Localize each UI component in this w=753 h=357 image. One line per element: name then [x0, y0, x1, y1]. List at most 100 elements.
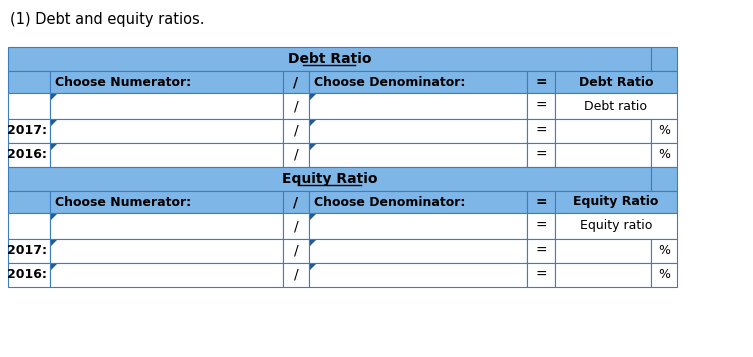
Bar	[555, 93, 677, 119]
Bar	[8, 93, 50, 119]
Text: /: /	[294, 99, 298, 113]
Text: /: /	[294, 195, 298, 209]
Bar	[283, 71, 309, 93]
Text: %: %	[658, 149, 670, 161]
Bar	[283, 119, 309, 143]
Bar	[50, 143, 283, 167]
Bar	[50, 119, 283, 143]
Polygon shape	[310, 214, 316, 220]
Text: =: =	[535, 75, 547, 89]
Polygon shape	[51, 240, 57, 246]
Text: /: /	[294, 148, 298, 162]
Bar	[8, 143, 50, 167]
Text: /: /	[294, 268, 298, 282]
Bar	[283, 213, 309, 239]
Bar	[527, 71, 555, 93]
Bar	[8, 119, 50, 143]
Bar	[283, 93, 309, 119]
Bar	[50, 239, 283, 263]
Bar	[283, 191, 309, 213]
Text: =: =	[535, 195, 547, 209]
Bar	[8, 71, 50, 93]
Text: %: %	[658, 245, 670, 257]
Bar	[50, 191, 283, 213]
Bar	[283, 263, 309, 287]
Bar	[309, 93, 527, 119]
Text: %: %	[658, 125, 670, 137]
Bar	[309, 239, 527, 263]
Bar	[50, 93, 283, 119]
Bar	[555, 263, 651, 287]
Bar	[309, 263, 527, 287]
Polygon shape	[310, 94, 316, 100]
Text: =: =	[535, 99, 547, 113]
Text: Debt ratio: Debt ratio	[584, 100, 648, 112]
Text: 2016:: 2016:	[7, 149, 47, 161]
Bar	[555, 191, 677, 213]
Polygon shape	[51, 144, 57, 150]
Text: =: =	[535, 124, 547, 138]
Bar	[8, 213, 50, 239]
Polygon shape	[310, 144, 316, 150]
Bar	[527, 143, 555, 167]
Bar	[527, 191, 555, 213]
Bar	[527, 119, 555, 143]
Text: %: %	[658, 268, 670, 282]
Bar	[283, 143, 309, 167]
Text: Choose Numerator:: Choose Numerator:	[55, 196, 191, 208]
Bar	[50, 213, 283, 239]
Bar	[527, 239, 555, 263]
Text: Equity ratio: Equity ratio	[580, 220, 652, 232]
Bar	[527, 263, 555, 287]
Polygon shape	[310, 120, 316, 126]
Bar	[555, 71, 677, 93]
Text: /: /	[294, 244, 298, 258]
Text: =: =	[535, 219, 547, 233]
Bar	[555, 143, 651, 167]
Bar	[651, 47, 677, 71]
Bar	[8, 239, 50, 263]
Bar	[283, 239, 309, 263]
Text: Choose Numerator:: Choose Numerator:	[55, 75, 191, 89]
Polygon shape	[51, 120, 57, 126]
Bar	[555, 239, 651, 263]
Bar	[50, 263, 283, 287]
Text: (1) Debt and equity ratios.: (1) Debt and equity ratios.	[10, 12, 205, 27]
Bar	[527, 93, 555, 119]
Bar	[8, 263, 50, 287]
Polygon shape	[310, 240, 316, 246]
Bar	[651, 167, 677, 191]
Text: Choose Denominator:: Choose Denominator:	[314, 75, 465, 89]
Polygon shape	[51, 94, 57, 100]
Text: Equity Ratio: Equity Ratio	[282, 172, 377, 186]
Text: Debt Ratio: Debt Ratio	[579, 75, 654, 89]
Text: Equity Ratio: Equity Ratio	[573, 196, 659, 208]
Bar	[8, 167, 651, 191]
Polygon shape	[51, 214, 57, 220]
Bar	[8, 47, 651, 71]
Bar	[309, 213, 527, 239]
Text: =: =	[535, 268, 547, 282]
Bar	[651, 119, 677, 143]
Bar	[309, 191, 527, 213]
Text: =: =	[535, 244, 547, 258]
Bar	[309, 71, 527, 93]
Polygon shape	[51, 264, 57, 270]
Text: 2016:: 2016:	[7, 268, 47, 282]
Bar	[8, 191, 50, 213]
Bar	[555, 213, 677, 239]
Text: =: =	[535, 148, 547, 162]
Text: 2017:: 2017:	[7, 245, 47, 257]
Bar	[309, 119, 527, 143]
Text: /: /	[294, 124, 298, 138]
Bar	[651, 143, 677, 167]
Polygon shape	[310, 264, 316, 270]
Text: 2017:: 2017:	[7, 125, 47, 137]
Bar	[527, 213, 555, 239]
Bar	[555, 119, 651, 143]
Text: /: /	[294, 219, 298, 233]
Bar	[651, 263, 677, 287]
Bar	[651, 239, 677, 263]
Text: Debt Ratio: Debt Ratio	[288, 52, 371, 66]
Bar	[309, 143, 527, 167]
